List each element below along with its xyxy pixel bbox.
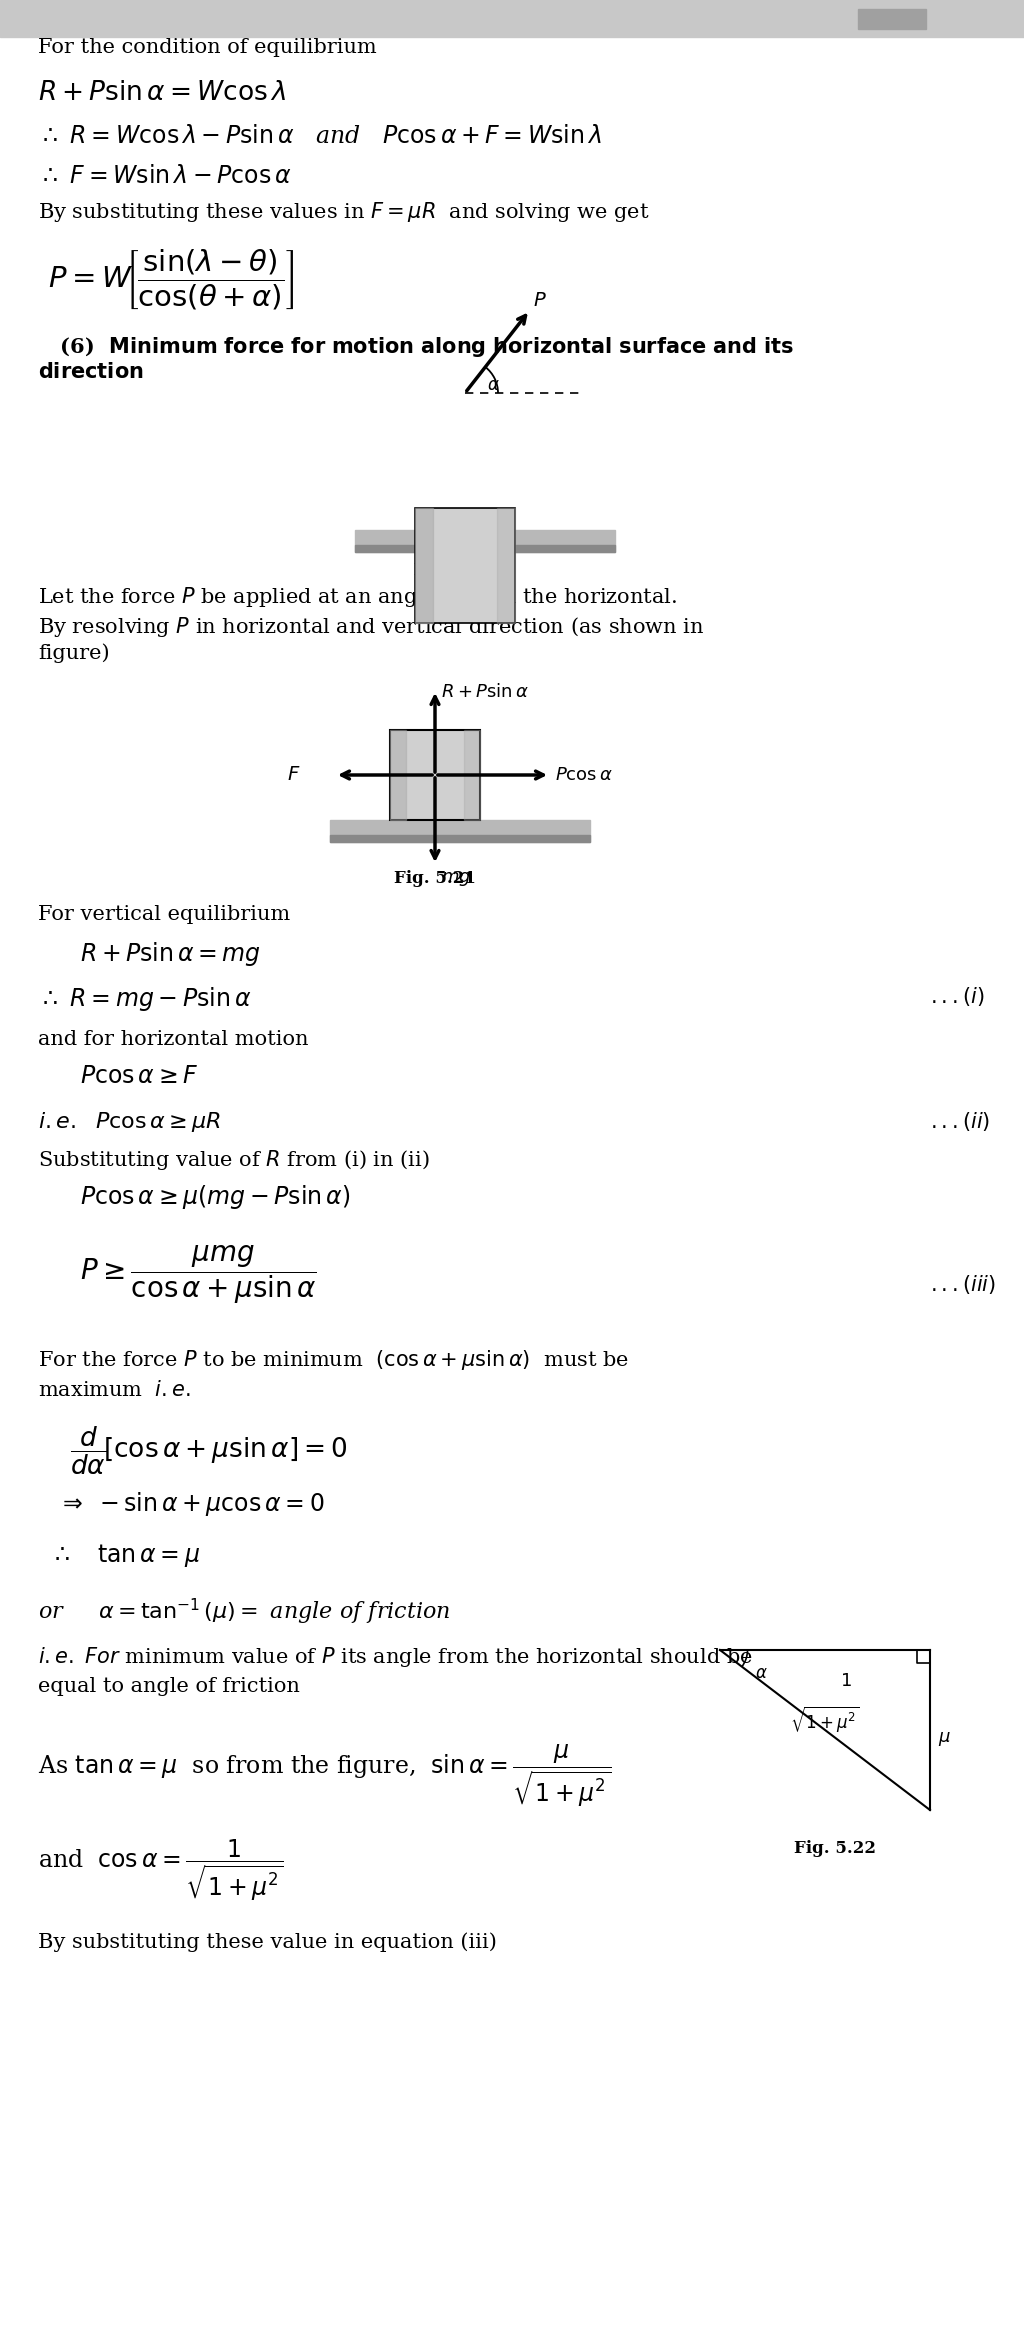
Text: and for horizontal motion: and for horizontal motion <box>38 1031 308 1049</box>
Text: equal to angle of friction: equal to angle of friction <box>38 1678 300 1697</box>
Text: maximum  $i.e.$: maximum $i.e.$ <box>38 1381 190 1400</box>
Text: $...(iii)$: $...(iii)$ <box>930 1274 996 1297</box>
Text: or$\quad\ \ \alpha = \tan^{-1}(\mu) = $ angle of friction: or$\quad\ \ \alpha = \tan^{-1}(\mu) = $ … <box>38 1596 451 1627</box>
Bar <box>330 834 590 841</box>
Text: $\bf{direction}$: $\bf{direction}$ <box>38 362 143 381</box>
Text: For the force $P$ to be minimum  $(\cos\alpha + \mu\sin\alpha)$  must be: For the force $P$ to be minimum $(\cos\a… <box>38 1348 629 1372</box>
Text: By resolving $P$ in horizontal and vertical direction (as shown in: By resolving $P$ in horizontal and verti… <box>38 615 705 638</box>
Text: $\therefore\ R = mg - P\sin\alpha$: $\therefore\ R = mg - P\sin\alpha$ <box>38 984 252 1012</box>
Text: For vertical equilibrium: For vertical equilibrium <box>38 904 290 923</box>
Text: $P = W\!\left[\dfrac{\sin(\lambda - \theta)}{\cos(\theta + \alpha)}\right]$: $P = W\!\left[\dfrac{\sin(\lambda - \the… <box>48 248 295 313</box>
Text: $P\cos\alpha \geq \mu(mg - P\sin\alpha)$: $P\cos\alpha \geq \mu(mg - P\sin\alpha)$ <box>80 1183 350 1211</box>
Text: $\alpha$: $\alpha$ <box>755 1664 768 1683</box>
Bar <box>390 729 480 820</box>
Text: Fig. 5.20: Fig. 5.20 <box>414 561 496 580</box>
Bar <box>415 507 433 624</box>
Bar <box>355 545 615 552</box>
Text: $\sqrt{1+\mu^2}$: $\sqrt{1+\mu^2}$ <box>790 1706 860 1736</box>
Text: $\therefore\ R = W\cos\lambda - P\sin\alpha$   and   $P\cos\alpha + F = W\sin\la: $\therefore\ R = W\cos\lambda - P\sin\al… <box>38 124 602 147</box>
Bar <box>330 820 590 841</box>
Text: $...(ii)$: $...(ii)$ <box>930 1110 990 1133</box>
Bar <box>464 729 480 820</box>
Text: and  $\cos\alpha = \dfrac{1}{\sqrt{1+\mu^2}}$: and $\cos\alpha = \dfrac{1}{\sqrt{1+\mu^… <box>38 1837 284 1902</box>
Text: By substituting these values in $F = \mu R$  and solving we get: By substituting these values in $F = \mu… <box>38 201 649 224</box>
Text: $\mu$: $\mu$ <box>938 1729 951 1748</box>
Text: $\therefore\ F = W\sin\lambda - P\cos\alpha$: $\therefore\ F = W\sin\lambda - P\cos\al… <box>38 166 292 187</box>
Text: Fig. 5.21: Fig. 5.21 <box>394 869 476 888</box>
Text: $i.e.\ \ P\cos\alpha \geq \mu R$: $i.e.\ \ P\cos\alpha \geq \mu R$ <box>38 1110 221 1133</box>
Text: $...(i)$: $...(i)$ <box>930 984 984 1007</box>
Text: $i.e.\ For$ minimum value of $P$ its angle from the horizontal should be: $i.e.\ For$ minimum value of $P$ its ang… <box>38 1645 753 1669</box>
Bar <box>390 729 406 820</box>
Text: $\Rightarrow\ -\sin\alpha + \mu\cos\alpha = 0$: $\Rightarrow\ -\sin\alpha + \mu\cos\alph… <box>58 1491 325 1519</box>
Text: $\dfrac{d}{d\alpha}\!\left[\cos\alpha + \mu\sin\alpha\right] = 0$: $\dfrac{d}{d\alpha}\!\left[\cos\alpha + … <box>70 1426 348 1477</box>
Bar <box>497 507 515 624</box>
Bar <box>858 9 926 28</box>
Text: As $\tan\alpha = \mu$  so from the figure,  $\sin\alpha = \dfrac{\mu}{\sqrt{1+\m: As $\tan\alpha = \mu$ so from the figure… <box>38 1741 611 1809</box>
Text: $F$: $F$ <box>287 767 300 783</box>
Text: $mg$: $mg$ <box>441 869 471 888</box>
Text: Fig. 5.22: Fig. 5.22 <box>794 1839 876 1858</box>
Text: $R + P\sin\alpha = W\cos\lambda$: $R + P\sin\alpha = W\cos\lambda$ <box>38 79 286 105</box>
Text: $P\cos\alpha \geq F$: $P\cos\alpha \geq F$ <box>80 1066 199 1089</box>
Text: Substituting value of $R$ from (i) in (ii): Substituting value of $R$ from (i) in (i… <box>38 1147 430 1171</box>
Text: figure): figure) <box>38 643 110 664</box>
Text: $\therefore\quad\tan\alpha = \mu$: $\therefore\quad\tan\alpha = \mu$ <box>50 1542 201 1568</box>
Text: $1$: $1$ <box>840 1671 852 1690</box>
Text: (6)  $\bf{Minimum\ force\ for\ motion\ along\ horizontal\ surface\ and\ its}$: (6) $\bf{Minimum\ force\ for\ motion\ al… <box>38 334 794 360</box>
Text: $R + P\sin\alpha$: $R + P\sin\alpha$ <box>441 682 528 701</box>
Text: $P \geq \dfrac{\mu mg}{\cos\alpha + \mu\sin\alpha}$: $P \geq \dfrac{\mu mg}{\cos\alpha + \mu\… <box>80 1243 316 1306</box>
Text: $P\cos\alpha$: $P\cos\alpha$ <box>555 767 612 783</box>
Bar <box>0 0 1024 37</box>
Text: Let the force $P$ be applied at an angle $\alpha$  with the horizontal.: Let the force $P$ be applied at an angle… <box>38 584 677 610</box>
Text: $R + P\sin\alpha = mg$: $R + P\sin\alpha = mg$ <box>80 939 261 968</box>
Text: For the condition of equilibrium: For the condition of equilibrium <box>38 37 377 56</box>
Bar <box>355 530 615 552</box>
Text: $\alpha$: $\alpha$ <box>487 376 500 395</box>
Text: $P$: $P$ <box>532 292 547 311</box>
Text: By substituting these value in equation (iii): By substituting these value in equation … <box>38 1933 497 1951</box>
Bar <box>415 507 515 624</box>
